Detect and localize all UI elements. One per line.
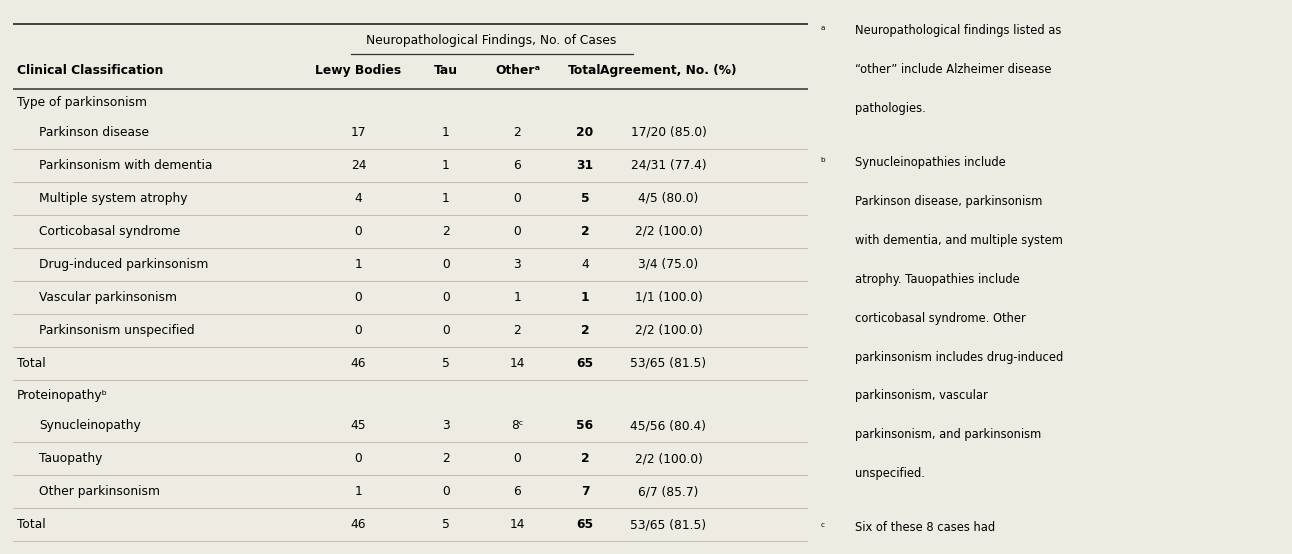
Text: 0: 0 <box>355 452 363 465</box>
Text: 7: 7 <box>580 485 589 498</box>
Text: Total: Total <box>17 357 45 370</box>
Text: Agreement, No. (%): Agreement, No. (%) <box>601 64 736 77</box>
Text: 2: 2 <box>580 452 589 465</box>
Text: pathologies.: pathologies. <box>855 102 925 115</box>
Text: 2: 2 <box>514 126 522 138</box>
Text: 5: 5 <box>442 518 450 531</box>
Text: 1: 1 <box>580 291 589 304</box>
Text: 0: 0 <box>442 485 450 498</box>
Text: 53/65 (81.5): 53/65 (81.5) <box>630 518 707 531</box>
Text: Total: Total <box>568 64 602 77</box>
Text: Other parkinsonism: Other parkinsonism <box>39 485 160 498</box>
Text: 0: 0 <box>514 224 522 238</box>
Text: 3: 3 <box>514 258 522 270</box>
Text: 2: 2 <box>514 324 522 337</box>
Text: 65: 65 <box>576 357 593 370</box>
Text: 0: 0 <box>355 224 363 238</box>
Text: Vascular parkinsonism: Vascular parkinsonism <box>39 291 177 304</box>
Text: 45: 45 <box>350 419 367 432</box>
Text: 6: 6 <box>514 485 522 498</box>
Text: 45/56 (80.4): 45/56 (80.4) <box>630 419 707 432</box>
Text: 0: 0 <box>514 192 522 204</box>
Text: 0: 0 <box>514 452 522 465</box>
Text: parkinsonism includes drug-induced: parkinsonism includes drug-induced <box>855 351 1063 363</box>
Text: Neuropathological Findings, No. of Cases: Neuropathological Findings, No. of Cases <box>367 34 616 47</box>
Text: ᵃ: ᵃ <box>820 24 824 37</box>
Text: 2: 2 <box>580 224 589 238</box>
Text: parkinsonism, vascular: parkinsonism, vascular <box>855 389 987 402</box>
Text: Synucleinopathy: Synucleinopathy <box>39 419 141 432</box>
Text: 1: 1 <box>514 291 522 304</box>
Text: “other” include Alzheimer disease: “other” include Alzheimer disease <box>855 63 1052 76</box>
Text: 24/31 (77.4): 24/31 (77.4) <box>630 158 707 172</box>
Text: 3: 3 <box>442 419 450 432</box>
Text: 31: 31 <box>576 158 593 172</box>
Text: Drug-induced parkinsonism: Drug-induced parkinsonism <box>39 258 208 270</box>
Text: 2: 2 <box>442 224 450 238</box>
Text: 0: 0 <box>442 324 450 337</box>
Text: atrophy. Tauopathies include: atrophy. Tauopathies include <box>855 273 1019 286</box>
Text: 2: 2 <box>580 324 589 337</box>
Text: 1: 1 <box>355 485 363 498</box>
Text: Parkinson disease: Parkinson disease <box>39 126 149 138</box>
Text: 1: 1 <box>355 258 363 270</box>
Text: 0: 0 <box>442 258 450 270</box>
Text: Multiple system atrophy: Multiple system atrophy <box>39 192 187 204</box>
Text: 4: 4 <box>355 192 363 204</box>
Text: 17/20 (85.0): 17/20 (85.0) <box>630 126 707 138</box>
Text: 20: 20 <box>576 126 593 138</box>
Text: ᵇ: ᵇ <box>820 156 826 170</box>
Text: 3/4 (75.0): 3/4 (75.0) <box>638 258 699 270</box>
Text: Type of parkinsonism: Type of parkinsonism <box>17 96 147 109</box>
Text: Corticobasal syndrome: Corticobasal syndrome <box>39 224 181 238</box>
Text: Parkinsonism with dementia: Parkinsonism with dementia <box>39 158 212 172</box>
Text: Proteinopathyᵇ: Proteinopathyᵇ <box>17 389 107 402</box>
Text: 6/7 (85.7): 6/7 (85.7) <box>638 485 699 498</box>
Text: Tauopathy: Tauopathy <box>39 452 102 465</box>
Text: 2/2 (100.0): 2/2 (100.0) <box>634 452 703 465</box>
Text: 6: 6 <box>514 158 522 172</box>
Text: 1: 1 <box>442 126 450 138</box>
Text: 8ᶜ: 8ᶜ <box>512 419 523 432</box>
Text: 56: 56 <box>576 419 593 432</box>
Text: 0: 0 <box>442 291 450 304</box>
Text: Parkinsonism unspecified: Parkinsonism unspecified <box>39 324 195 337</box>
Text: with dementia, and multiple system: with dementia, and multiple system <box>855 234 1063 247</box>
Text: corticobasal syndrome. Other: corticobasal syndrome. Other <box>855 312 1026 325</box>
Text: Total: Total <box>17 518 45 531</box>
Text: Lewy Bodies: Lewy Bodies <box>315 64 402 77</box>
Text: Otherᵃ: Otherᵃ <box>495 64 540 77</box>
Text: Tau: Tau <box>434 64 457 77</box>
Text: 14: 14 <box>510 518 526 531</box>
Text: 5: 5 <box>580 192 589 204</box>
Text: 4/5 (80.0): 4/5 (80.0) <box>638 192 699 204</box>
Text: 5: 5 <box>442 357 450 370</box>
Text: 1: 1 <box>442 192 450 204</box>
Text: Parkinson disease, parkinsonism: Parkinson disease, parkinsonism <box>855 195 1043 208</box>
Text: 1: 1 <box>442 158 450 172</box>
Text: 46: 46 <box>351 518 367 531</box>
Text: parkinsonism, and parkinsonism: parkinsonism, and parkinsonism <box>855 428 1041 441</box>
Text: ᶜ: ᶜ <box>820 521 824 534</box>
Text: 14: 14 <box>510 357 526 370</box>
Text: 17: 17 <box>351 126 367 138</box>
Text: 2/2 (100.0): 2/2 (100.0) <box>634 224 703 238</box>
Text: Neuropathological findings listed as: Neuropathological findings listed as <box>855 24 1061 37</box>
Text: 2/2 (100.0): 2/2 (100.0) <box>634 324 703 337</box>
Text: Six of these 8 cases had: Six of these 8 cases had <box>855 521 995 534</box>
Text: 65: 65 <box>576 518 593 531</box>
Text: 4: 4 <box>581 258 589 270</box>
Text: 53/65 (81.5): 53/65 (81.5) <box>630 357 707 370</box>
Text: 46: 46 <box>351 357 367 370</box>
Text: Clinical Classification: Clinical Classification <box>17 64 163 77</box>
Text: 0: 0 <box>355 291 363 304</box>
Text: Synucleinopathies include: Synucleinopathies include <box>855 156 1005 170</box>
Text: 0: 0 <box>355 324 363 337</box>
Text: unspecified.: unspecified. <box>855 467 925 480</box>
Text: 24: 24 <box>351 158 367 172</box>
Text: 2: 2 <box>442 452 450 465</box>
Text: 1/1 (100.0): 1/1 (100.0) <box>634 291 703 304</box>
